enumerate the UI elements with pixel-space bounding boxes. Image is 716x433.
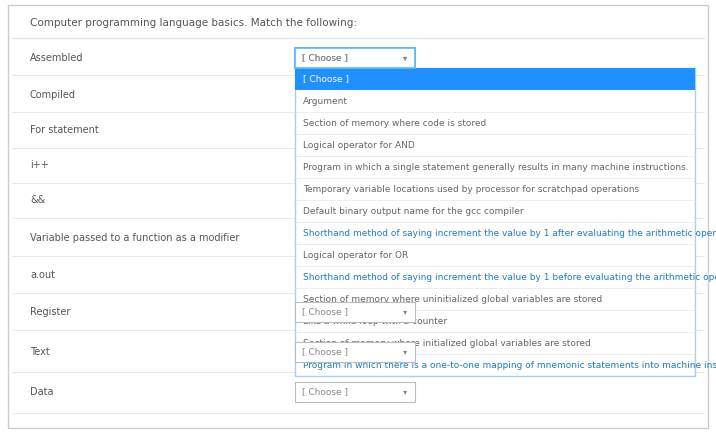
- Text: &&: &&: [30, 195, 45, 205]
- Text: Like a while loop with a counter: Like a while loop with a counter: [303, 317, 447, 326]
- Text: Shorthand method of saying increment the value by 1 before evaluating the arithm: Shorthand method of saying increment the…: [303, 272, 716, 281]
- Text: Logical operator for OR: Logical operator for OR: [303, 251, 408, 259]
- Text: Program in which a single statement generally results in many machine instructio: Program in which a single statement gene…: [303, 162, 689, 171]
- Text: [ Choose ]: [ Choose ]: [302, 348, 348, 356]
- Bar: [295, 68, 695, 376]
- Text: [ Choose ]: [ Choose ]: [302, 388, 348, 397]
- Text: Compiled: Compiled: [30, 90, 76, 100]
- Text: ▾: ▾: [403, 348, 407, 356]
- Text: Default binary output name for the gcc compiler: Default binary output name for the gcc c…: [303, 207, 523, 216]
- Text: Argument: Argument: [303, 97, 348, 106]
- Text: Variable passed to a function as a modifier: Variable passed to a function as a modif…: [30, 233, 239, 243]
- Text: a.out: a.out: [30, 270, 55, 280]
- Text: [ Choose ]: [ Choose ]: [302, 54, 348, 62]
- Text: Register: Register: [30, 307, 70, 317]
- Text: [ Choose ]: [ Choose ]: [302, 307, 348, 317]
- Text: Program in which there is a one-to-one mapping of mnemonic statements into machi: Program in which there is a one-to-one m…: [303, 361, 716, 369]
- Text: ▾: ▾: [403, 54, 407, 62]
- Text: [ Choose ]: [ Choose ]: [303, 74, 349, 84]
- Text: ▾: ▾: [403, 54, 407, 62]
- Text: i++: i++: [30, 160, 49, 170]
- Bar: [295, 48, 415, 68]
- Text: Text: Text: [30, 347, 49, 357]
- Bar: [295, 382, 415, 402]
- Text: Section of memory where code is stored: Section of memory where code is stored: [303, 119, 486, 127]
- Text: Temporary variable locations used by processor for scratchpad operations: Temporary variable locations used by pro…: [303, 184, 639, 194]
- Text: ▾: ▾: [403, 388, 407, 397]
- Text: Logical operator for AND: Logical operator for AND: [303, 140, 415, 149]
- Bar: [295, 302, 415, 322]
- Text: ▾: ▾: [403, 307, 407, 317]
- Text: Section of memory where uninitialized global variables are stored: Section of memory where uninitialized gl…: [303, 294, 602, 304]
- Text: Assembled: Assembled: [30, 53, 84, 63]
- Text: Section of memory where initialized global variables are stored: Section of memory where initialized glob…: [303, 339, 591, 348]
- Bar: [295, 342, 415, 362]
- Bar: [295, 48, 415, 68]
- Text: Data: Data: [30, 387, 54, 397]
- Text: [ Choose ]: [ Choose ]: [302, 54, 348, 62]
- Text: Shorthand method of saying increment the value by 1 after evaluating the arithme: Shorthand method of saying increment the…: [303, 229, 716, 237]
- Text: For statement: For statement: [30, 125, 99, 135]
- Bar: [295, 68, 695, 90]
- Text: Computer programming language basics. Match the following:: Computer programming language basics. Ma…: [30, 18, 357, 28]
